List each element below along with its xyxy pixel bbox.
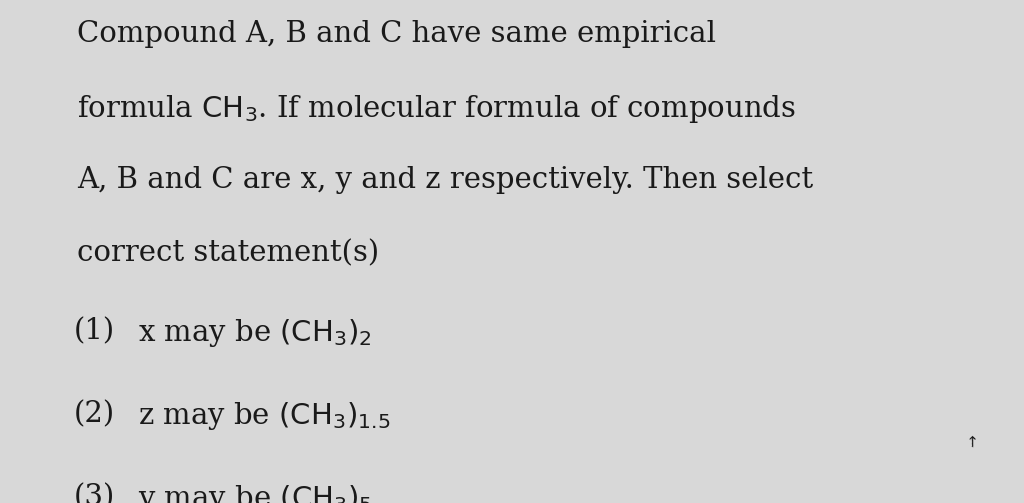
Text: x may be $\left(\mathrm{CH_3}\right)_2$: x may be $\left(\mathrm{CH_3}\right)_2$	[138, 317, 372, 349]
Text: (2): (2)	[74, 400, 115, 428]
Text: y may be $\left(\mathrm{CH_3}\right)_5$: y may be $\left(\mathrm{CH_3}\right)_5$	[138, 483, 373, 503]
Text: formula $\mathrm{CH_3}$. If molecular formula of compounds: formula $\mathrm{CH_3}$. If molecular fo…	[77, 93, 796, 125]
Text: Compound A, B and C have same empirical: Compound A, B and C have same empirical	[77, 20, 716, 48]
Text: correct statement(s): correct statement(s)	[77, 239, 379, 267]
Text: (3): (3)	[74, 483, 115, 503]
Text: A, B and C are x, y and z respectively. Then select: A, B and C are x, y and z respectively. …	[77, 166, 813, 194]
Text: z may be $\left(\mathrm{CH_3}\right)_{1.5}$: z may be $\left(\mathrm{CH_3}\right)_{1.…	[138, 400, 391, 432]
Text: ↖: ↖	[962, 433, 981, 453]
Text: (1): (1)	[74, 317, 115, 345]
